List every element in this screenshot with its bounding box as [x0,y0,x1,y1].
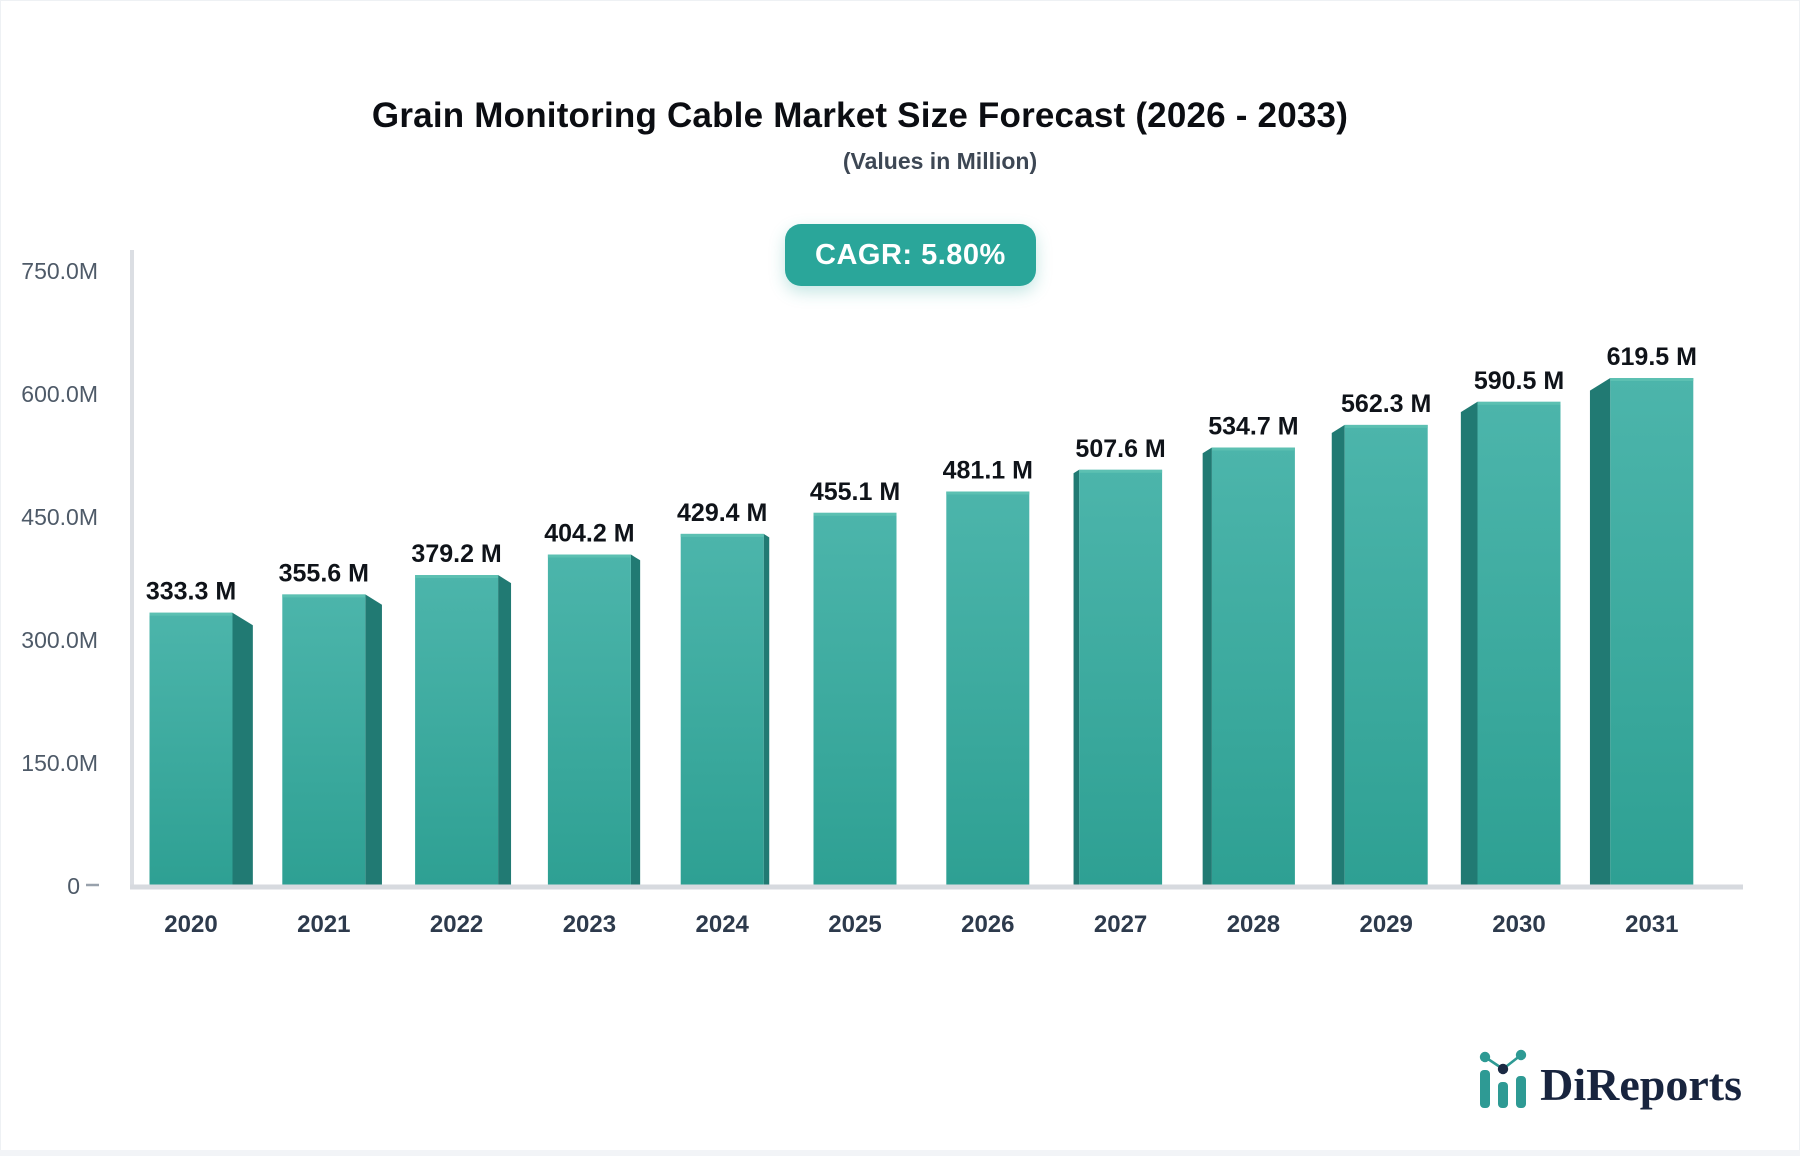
x-tick-label-2026: 2026 [961,911,1014,938]
x-tick-label-2030: 2030 [1492,911,1545,938]
y-tick-label-150.0M: 150.0M [21,750,98,776]
value-label-2021: 355.6 M [279,559,369,587]
bar-top-edge-2031 [1610,378,1694,382]
value-label-2025: 455.1 M [810,478,900,506]
bar-side-2023 [630,554,641,885]
chart-title: Grain Monitoring Cable Market Size Forec… [371,96,1349,135]
bar-top-edge-2028 [1211,447,1295,451]
bar-side-2022 [498,575,512,885]
direports-logo-text: DiReports [1540,1059,1742,1110]
bar-2030[interactable] [1477,401,1561,885]
bar-side-2021 [365,594,382,885]
x-tick-label-2021: 2021 [297,911,350,938]
value-label-2023: 404.2 M [544,520,634,548]
logo-dot-left [1479,1051,1491,1063]
y-axis-line [130,250,134,886]
y-tick-label-600.0M: 600.0M [21,381,98,407]
x-tick-label-2025: 2025 [828,911,881,938]
x-tick-label-2027: 2027 [1094,911,1147,938]
bar-top-edge-2020 [149,612,233,616]
chart-subtitle: (Values in Million) [842,148,1038,174]
bar-side-2028 [1202,447,1212,885]
logo-bar-middle [1498,1082,1509,1108]
direports-logo[interactable]: DiReports [1476,1046,1742,1108]
bar-2020[interactable] [149,612,233,885]
bar-top-edge-2022 [415,575,499,579]
bar-2027[interactable] [1079,469,1163,885]
x-tick-label-2029: 2029 [1360,911,1413,938]
bar-top-edge-2030 [1477,401,1561,405]
y-tick-label-300.0M: 300.0M [21,627,98,653]
bottom-strip [0,1150,1800,1156]
logo-dot-middle [1497,1063,1509,1075]
value-label-2026: 481.1 M [943,456,1033,484]
bar-top-edge-2025 [813,512,897,516]
logo-bar-right [1516,1076,1527,1108]
bar-side-2029 [1331,424,1345,885]
bar-top-edge-2023 [547,554,631,558]
logo-dot-right [1515,1049,1527,1061]
bar-2022[interactable] [415,575,499,885]
bar-top-edge-2024 [680,533,764,537]
bar-top-edge-2026 [946,491,1030,495]
bar-2026[interactable] [946,491,1030,885]
bar-2029[interactable] [1344,424,1428,885]
y-tick-label-450.0M: 450.0M [21,504,98,530]
direports-logo-icon [1479,1049,1527,1108]
value-label-2024: 429.4 M [677,499,767,527]
bar-2021[interactable] [282,594,366,885]
bar-2025[interactable] [813,512,897,885]
bar-side-2031 [1589,378,1611,885]
bar-top-edge-2027 [1079,469,1163,473]
bar-top-edge-2029 [1344,424,1428,428]
x-tick-label-2023: 2023 [563,911,616,938]
bar-side-2024 [763,533,770,885]
value-label-2030: 590.5 M [1474,367,1564,395]
bar-2031[interactable] [1610,378,1694,885]
x-tick-label-2028: 2028 [1227,911,1280,938]
bar-side-2027 [1073,469,1080,885]
x-tick-label-2031: 2031 [1625,911,1678,938]
cagr-badge: CAGR: 5.80% [785,224,1036,286]
cagr-badge-label: CAGR: 5.80% [815,238,1006,271]
value-label-2031: 619.5 M [1607,343,1697,371]
bar-2028[interactable] [1211,447,1295,885]
x-axis-line [130,884,1743,890]
value-label-2022: 379.2 M [411,540,501,568]
x-tick-label-2024: 2024 [696,911,750,938]
bar-2023[interactable] [547,554,631,885]
x-tick-label-2022: 2022 [430,911,483,938]
value-label-2028: 534.7 M [1208,413,1298,441]
value-label-2027: 507.6 M [1075,435,1165,463]
bar-side-2020 [232,612,253,885]
x-tick-label-2020: 2020 [164,911,217,938]
logo-bar-left [1480,1070,1491,1108]
bar-2024[interactable] [680,533,764,885]
y-tick-label-750.0M: 750.0M [21,258,98,284]
value-label-2029: 562.3 M [1341,390,1431,418]
value-label-2020: 333.3 M [146,578,236,606]
bar-top-edge-2021 [282,594,366,598]
y-tick-label-0: 0 [67,873,80,899]
bar-side-2030 [1460,401,1478,885]
